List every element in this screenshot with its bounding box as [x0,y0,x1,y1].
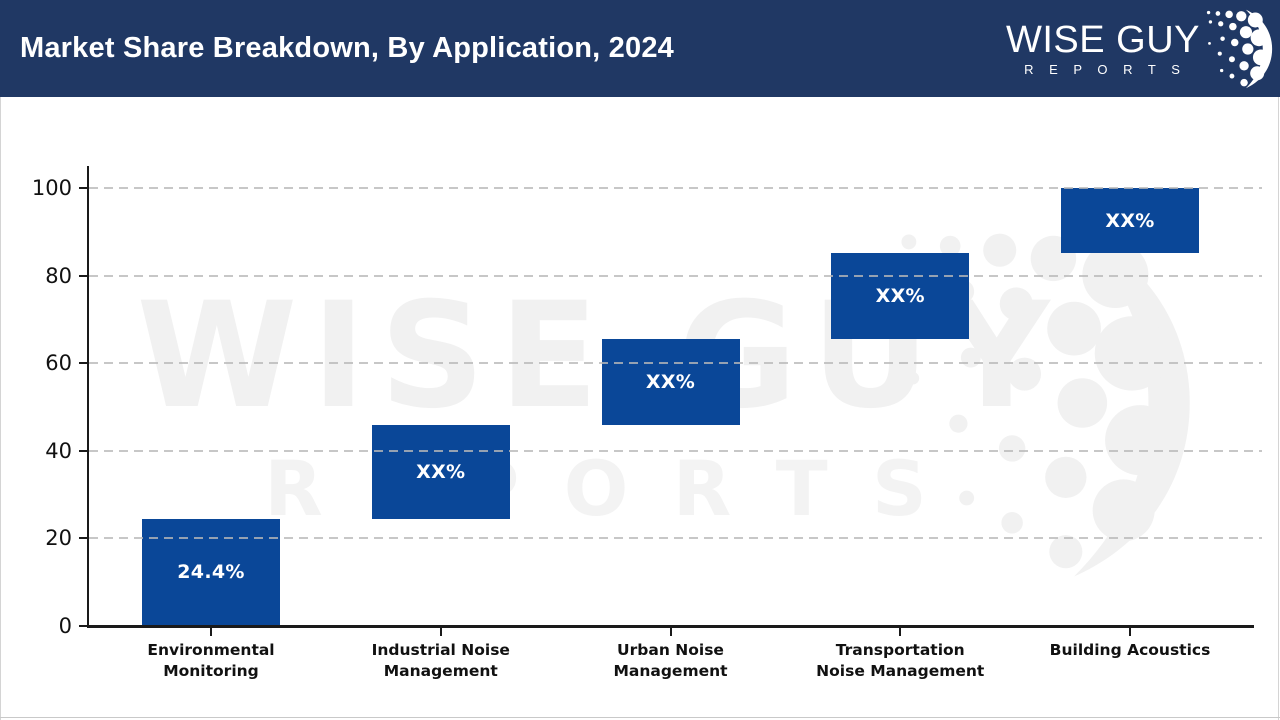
x-tick-industrial-noise-management [439,628,442,636]
gridline-60 [89,362,1262,364]
wise-guy-logo: WISE GUY R E P O R T S [1006,4,1274,94]
x-label-environmental-monitoring: Environmental Monitoring [147,641,275,680]
header-bar: Market Share Breakdown, By Application, … [0,0,1280,97]
gridline-80 [89,274,1262,277]
x-tick-urban-noise-management [669,628,672,636]
y-tick-60 [79,362,88,364]
y-tick-0 [79,624,88,627]
x-tick-transportation-noise-management [899,628,902,636]
y-tick-20 [79,537,88,539]
y-tick-100 [79,187,88,189]
logo-name: WISE GUY [1005,19,1200,62]
y-tick-80 [79,274,88,277]
y-tick-label-80: 80 [45,263,72,288]
y-tick-label-20: 20 [45,526,72,550]
x-axis-line [87,625,1254,628]
page-border-bottom [0,717,1280,718]
bar-urban-noise-management [601,339,740,426]
y-tick-label-0: 0 [58,613,72,638]
y-tick-label-40: 40 [45,438,72,463]
bar-industrial-noise-management [371,425,510,519]
logo-head-icon [1206,9,1273,89]
bar-label-industrial-noise-management: XX% [416,460,466,483]
gridline-100 [89,187,1262,189]
x-tick-environmental-monitoring [210,628,212,636]
x-label-transportation-noise-management: Transportation Noise Management [816,641,985,680]
logo-tagline: R E P O R T S [1024,61,1186,77]
page-border-right [1278,97,1279,720]
gridline-40 [89,449,1262,452]
page-title: Market Share Breakdown, By Application, … [20,32,674,64]
y-tick-label-60: 60 [45,351,72,375]
x-tick-building-acoustics [1129,628,1131,636]
bar-label-urban-noise-management: XX% [645,371,696,394]
bar-environmental-monitoring [142,518,280,626]
bar-transportation-noise-management [831,253,970,340]
x-label-building-acoustics: Building Acoustics [1049,641,1211,659]
bar-label-building-acoustics: XX% [1105,209,1155,232]
page-border-left [0,97,1,720]
bar-label-environmental-monitoring: 24.4% [177,561,245,584]
bar-building-acoustics [1061,188,1199,254]
y-axis-line [87,166,89,628]
bar-label-transportation-noise-management: XX% [875,285,925,308]
gridline-20 [89,537,1262,539]
y-tick-label-100: 100 [31,176,72,200]
x-label-industrial-noise-management: Industrial Noise Management [371,641,510,680]
x-label-urban-noise-management: Urban Noise Management [613,641,728,680]
y-tick-40 [79,449,88,452]
logo-text: WISE GUY R E P O R T S [1005,19,1200,77]
